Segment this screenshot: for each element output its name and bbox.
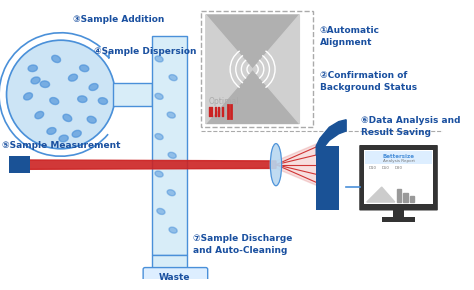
FancyBboxPatch shape <box>393 210 404 217</box>
Bar <box>397 189 401 202</box>
Ellipse shape <box>63 114 72 122</box>
Ellipse shape <box>169 75 177 81</box>
FancyBboxPatch shape <box>359 145 438 211</box>
Ellipse shape <box>28 65 37 72</box>
Ellipse shape <box>40 81 50 88</box>
Ellipse shape <box>167 112 175 118</box>
Ellipse shape <box>157 209 165 214</box>
Polygon shape <box>253 15 300 124</box>
Bar <box>410 195 414 202</box>
Ellipse shape <box>98 98 108 104</box>
Ellipse shape <box>31 77 40 84</box>
Ellipse shape <box>78 96 87 102</box>
Polygon shape <box>316 120 346 155</box>
Polygon shape <box>367 187 395 202</box>
Ellipse shape <box>169 227 177 233</box>
Text: Analysis Report: Analysis Report <box>383 159 415 163</box>
FancyBboxPatch shape <box>153 36 187 255</box>
Polygon shape <box>206 15 300 69</box>
Ellipse shape <box>87 116 96 123</box>
Ellipse shape <box>80 65 89 72</box>
Text: ⑦Sample Discharge
and Auto-Cleaning: ⑦Sample Discharge and Auto-Cleaning <box>193 234 292 255</box>
Ellipse shape <box>50 97 59 104</box>
FancyBboxPatch shape <box>365 151 432 164</box>
Ellipse shape <box>68 74 78 81</box>
Ellipse shape <box>155 56 163 62</box>
FancyBboxPatch shape <box>153 255 187 274</box>
Ellipse shape <box>24 93 33 100</box>
FancyBboxPatch shape <box>113 83 153 106</box>
Ellipse shape <box>167 190 175 196</box>
Text: Waste: Waste <box>159 273 191 282</box>
Text: ②Confirmation of
Background Status: ②Confirmation of Background Status <box>320 71 417 92</box>
Polygon shape <box>276 141 323 188</box>
Ellipse shape <box>155 134 163 139</box>
Ellipse shape <box>72 130 81 137</box>
Text: ③Sample Addition: ③Sample Addition <box>73 15 164 24</box>
Ellipse shape <box>89 84 98 90</box>
Ellipse shape <box>155 171 163 177</box>
Text: D10: D10 <box>368 166 376 170</box>
Text: ④Sample Dispersion: ④Sample Dispersion <box>93 47 196 56</box>
FancyBboxPatch shape <box>201 11 313 127</box>
Ellipse shape <box>59 135 68 142</box>
Ellipse shape <box>35 111 44 119</box>
Polygon shape <box>28 160 276 169</box>
Ellipse shape <box>47 128 56 134</box>
Text: Optimal: Optimal <box>209 97 239 106</box>
Ellipse shape <box>52 55 61 63</box>
Text: ⑥Data Analysis and
Result Saving: ⑥Data Analysis and Result Saving <box>361 116 461 137</box>
Bar <box>403 193 408 202</box>
Polygon shape <box>206 69 300 124</box>
Text: Bettersize: Bettersize <box>383 154 415 160</box>
Polygon shape <box>206 15 253 124</box>
FancyBboxPatch shape <box>382 217 415 222</box>
Ellipse shape <box>168 152 176 158</box>
Ellipse shape <box>155 93 163 99</box>
Text: ⑤Sample Measurement: ⑤Sample Measurement <box>2 141 120 150</box>
Text: D50: D50 <box>382 166 389 170</box>
Ellipse shape <box>270 144 282 186</box>
FancyBboxPatch shape <box>364 150 433 204</box>
FancyBboxPatch shape <box>143 268 208 288</box>
Text: ①Automatic
Alignment: ①Automatic Alignment <box>320 26 380 47</box>
Circle shape <box>7 40 115 149</box>
FancyBboxPatch shape <box>9 156 30 173</box>
FancyBboxPatch shape <box>316 146 338 210</box>
Text: D90: D90 <box>394 166 402 170</box>
